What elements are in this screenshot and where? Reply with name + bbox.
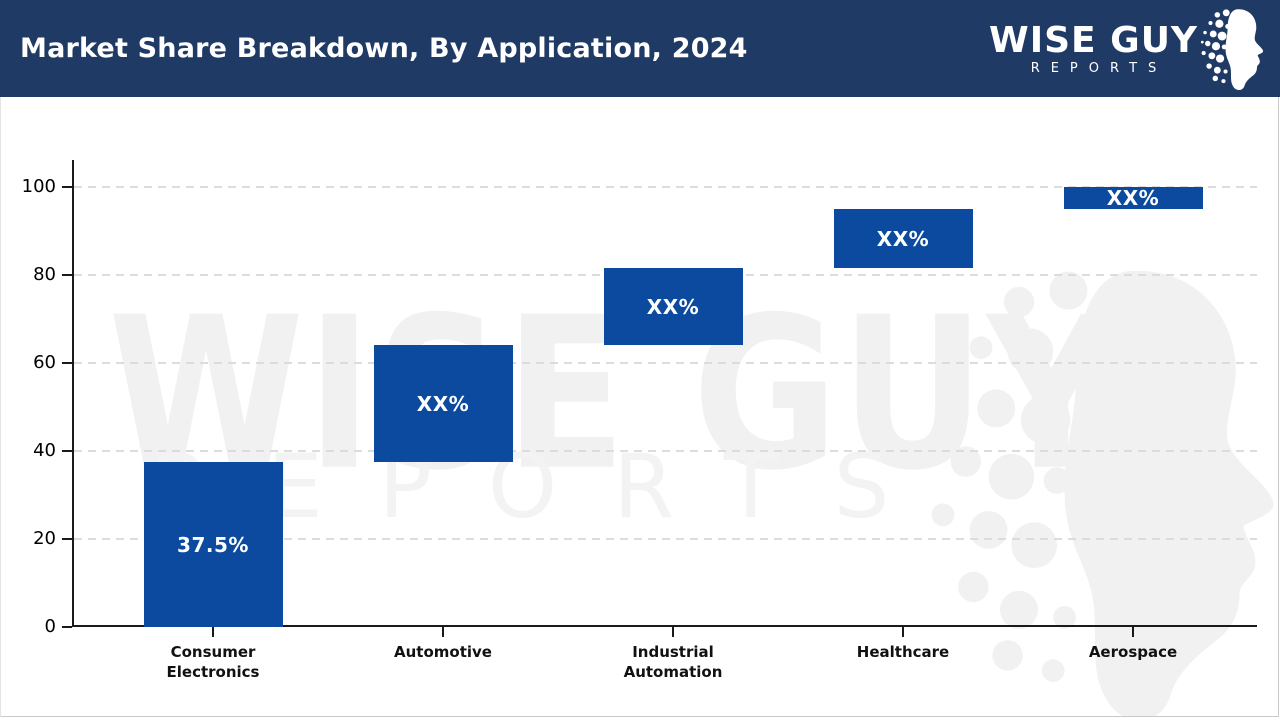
bar-value-label: XX% bbox=[1106, 186, 1160, 210]
bar-aerospace: XX% bbox=[1063, 186, 1203, 210]
logo-wordmark: WISE GUY bbox=[988, 20, 1198, 62]
wise-guy-logo: WISE GUY REPORTS bbox=[989, 8, 1268, 90]
x-category-label: Consumer Electronics bbox=[166, 643, 260, 682]
y-tick-label-40: 40 bbox=[33, 440, 56, 461]
bar-consumer-electronics: 37.5% bbox=[143, 462, 283, 627]
logo-subtext: REPORTS bbox=[1030, 60, 1168, 76]
x-tick-3 bbox=[902, 627, 904, 637]
y-tick-20 bbox=[62, 538, 72, 540]
y-tick-label-20: 20 bbox=[33, 528, 56, 549]
bar-value-label: XX% bbox=[646, 294, 700, 319]
report-header: Market Share Breakdown, By Application, … bbox=[0, 0, 1280, 97]
x-category-label: Industrial Automation bbox=[623, 643, 723, 682]
page-border-right bbox=[1278, 97, 1279, 717]
grid-line-100 bbox=[74, 186, 1257, 188]
y-tick-80 bbox=[62, 274, 72, 276]
waterfall-chart: 0 20 40 60 80 100 37.5% Consumer Electronics XX%… bbox=[22, 160, 1257, 681]
y-tick-label-80: 80 bbox=[33, 264, 56, 285]
bar-value-label: XX% bbox=[876, 226, 930, 251]
page-border-bottom bbox=[0, 716, 1279, 717]
y-tick-label-100: 100 bbox=[21, 176, 56, 197]
x-category-label: Healthcare bbox=[856, 643, 950, 661]
y-tick-0 bbox=[62, 626, 72, 628]
wise-guy-head-icon bbox=[1200, 9, 1264, 90]
page-border-left bbox=[0, 97, 1, 717]
x-tick-2 bbox=[672, 627, 674, 637]
bar-industrial-automation: XX% bbox=[603, 268, 743, 346]
bar-value-label: 37.5% bbox=[177, 532, 249, 557]
y-tick-label-0: 0 bbox=[44, 616, 56, 637]
grid-line-20 bbox=[74, 538, 1257, 540]
y-tick-100 bbox=[62, 186, 72, 188]
x-tick-1 bbox=[442, 627, 444, 637]
bar-value-label: XX% bbox=[416, 391, 470, 416]
x-tick-0 bbox=[212, 627, 214, 637]
x-category-label: Automotive bbox=[394, 643, 492, 661]
y-tick-label-60: 60 bbox=[33, 352, 56, 373]
bar-healthcare: XX% bbox=[833, 209, 973, 269]
grid-line-60 bbox=[74, 362, 1257, 364]
grid-line-40 bbox=[74, 450, 1257, 452]
x-tick-4 bbox=[1132, 627, 1134, 637]
y-tick-60 bbox=[62, 362, 72, 364]
x-category-label: Aerospace bbox=[1088, 643, 1178, 661]
y-tick-40 bbox=[62, 450, 72, 452]
report-title: Market Share Breakdown, By Application, … bbox=[20, 33, 748, 64]
bar-automotive: XX% bbox=[373, 345, 513, 462]
